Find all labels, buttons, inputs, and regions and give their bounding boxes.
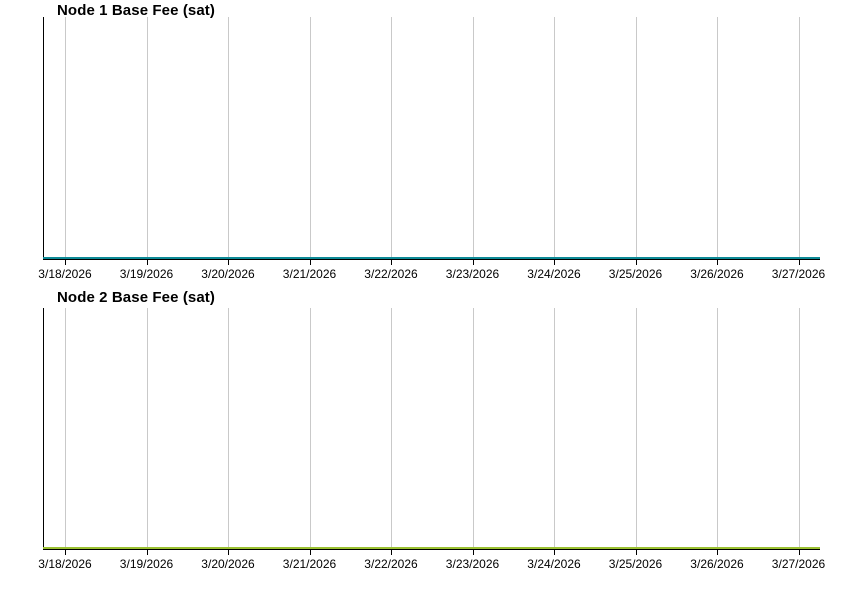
vertical-gridline [798,17,800,260]
x-axis-label: 3/27/2026 [771,557,826,571]
x-axis-label: 3/26/2026 [690,267,744,281]
x-axis-tick [472,260,474,265]
vertical-gridline [554,308,555,550]
x-axis-tick [717,260,718,265]
vertical-gridline [391,17,392,260]
vertical-gridline [228,308,229,550]
vertical-gridline [146,17,148,260]
x-axis-tick [309,260,311,265]
vertical-gridline [472,17,474,260]
x-axis-label: 3/18/2026 [38,267,92,281]
x-axis-tick [472,550,474,555]
chart-title: Node 2 Base Fee (sat) [57,289,215,306]
y-axis-line [43,17,44,260]
vertical-gridline [635,308,637,550]
x-axis-label: 3/23/2026 [445,267,500,281]
vertical-gridline [635,17,637,260]
vertical-gridline [309,308,311,550]
vertical-gridline [65,308,66,550]
x-axis-tick [309,550,311,555]
x-axis-label: 3/21/2026 [282,267,337,281]
x-axis-label: 3/25/2026 [608,267,663,281]
chart-title: Node 1 Base Fee (sat) [57,2,215,19]
x-axis-tick [635,260,637,265]
vertical-gridline [472,308,474,550]
vertical-gridline [717,308,718,550]
x-axis-label: 3/22/2026 [364,557,418,571]
x-axis-label: 3/27/2026 [771,267,826,281]
x-axis-tick [798,550,800,555]
x-axis-label: 3/23/2026 [445,557,500,571]
vertical-gridline [717,17,718,260]
vertical-gridline [146,308,148,550]
vertical-gridline [65,17,66,260]
x-axis-line [43,549,820,550]
x-axis-tick [391,550,392,555]
vertical-gridline [798,308,800,550]
series-line-node-1-base-fee-sat- [43,257,820,259]
series-line-node-2-base-fee-sat- [43,547,820,549]
x-axis-tick [228,260,229,265]
x-axis-label: 3/21/2026 [282,557,337,571]
node2-plot-area: 3/18/2026 3/19/2026 3/20/2026 3/21/2026 3/22… [38,308,825,571]
x-axis-tick [554,550,555,555]
x-axis-tick [717,550,718,555]
x-axis-tick [65,550,66,555]
node1-base-fee-chart: Node 1 Base Fee (sat) 3/18/2026 3/19/2026… [0,0,860,284]
x-axis-label: 3/20/2026 [201,557,255,571]
vertical-gridline [554,17,555,260]
x-axis-tick [146,260,148,265]
x-axis-label: 3/22/2026 [364,267,418,281]
vertical-gridline [228,17,229,260]
x-axis-label: 3/19/2026 [119,267,174,281]
x-axis-label: 3/26/2026 [690,557,744,571]
y-axis-line [43,308,44,550]
x-axis-label: 3/19/2026 [119,557,174,571]
x-axis-label: 3/18/2026 [38,557,92,571]
x-axis-label: 3/20/2026 [201,267,255,281]
vertical-gridline [391,308,392,550]
x-axis-tick [635,550,637,555]
x-axis-tick [554,260,555,265]
x-axis-label: 3/24/2026 [527,557,581,571]
node2-base-fee-chart: Node 2 Base Fee (sat) 3/18/2026 3/19/2026… [0,284,860,600]
x-axis-line [43,259,820,260]
x-axis-label: 3/25/2026 [608,557,663,571]
x-axis-tick [65,260,66,265]
x-axis-label: 3/24/2026 [527,267,581,281]
x-axis-tick [798,260,800,265]
x-axis-tick [391,260,392,265]
x-axis-tick [146,550,148,555]
node1-plot-area: 3/18/2026 3/19/2026 3/20/2026 3/21/2026 3/22… [38,17,825,281]
x-axis-tick [228,550,229,555]
vertical-gridline [309,17,311,260]
